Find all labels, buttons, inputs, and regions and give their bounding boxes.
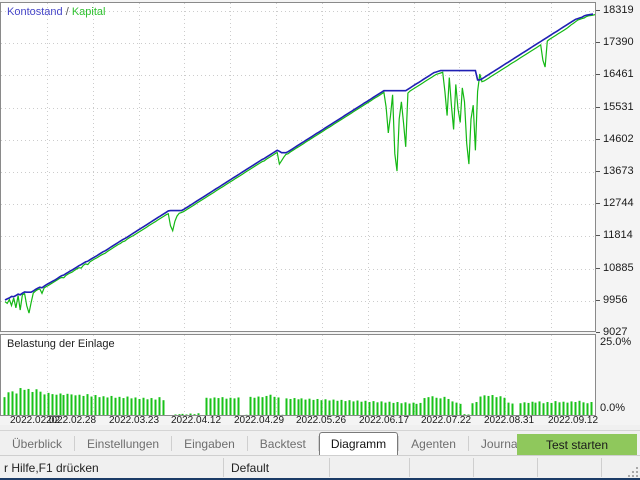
- x-tick-label: 2022.04.29: [234, 415, 285, 426]
- tab-separator: [246, 436, 248, 451]
- tab-backtest[interactable]: Backtest: [259, 436, 306, 451]
- y-tick-label: 9027: [603, 326, 628, 338]
- tab-berblick[interactable]: Überblick: [12, 436, 63, 451]
- y-tick-mark: [596, 268, 600, 269]
- y-tick-mark: [596, 74, 600, 75]
- y-axis: 18319 17390 16461 15531 14602 13673 12744 11814…: [596, 2, 640, 338]
- start-test-button[interactable]: Test starten: [517, 434, 637, 455]
- legend-separator: /: [65, 6, 69, 18]
- load-histogram-svg: [3, 335, 593, 415]
- y-tick-mark: [596, 42, 600, 43]
- tab-einstellungen[interactable]: Einstellungen: [87, 436, 160, 451]
- tab-journal[interactable]: Journal: [480, 436, 521, 451]
- y-tick-mark: [596, 235, 600, 236]
- y-tick-mark: [596, 203, 600, 204]
- x-tick-label: 2022.07.22: [421, 415, 472, 426]
- y-tick-label: 14602: [603, 133, 634, 145]
- tab-separator: [317, 436, 319, 451]
- x-tick-label: 2022.06.17: [359, 415, 410, 426]
- y-tick-label: 16461: [603, 68, 634, 80]
- tab-bar: Überblick Einstellungen Eingaben Backtest Di…: [0, 430, 640, 456]
- status-divider: [537, 458, 538, 477]
- y-tick-mark: [596, 300, 600, 301]
- status-divider: [601, 458, 602, 477]
- y-tick-label: 15531: [603, 101, 634, 113]
- equity-chart-svg: [1, 3, 595, 331]
- load-chart-panel[interactable]: Belastung der Einlage: [0, 334, 596, 416]
- chart-legend: Kontostand / Kapital: [7, 6, 105, 18]
- y-tick-mark: [596, 10, 600, 11]
- y-tick-label: 10885: [603, 262, 634, 274]
- y-tick-mark: [596, 107, 600, 108]
- tab-separator: [467, 436, 469, 451]
- status-divider: [473, 458, 474, 477]
- chart-area: Kontostand / Kapital 18319 17390 16461 1553…: [0, 2, 640, 428]
- load-axis-top-label: 25.0%: [600, 336, 632, 348]
- resize-grip[interactable]: [628, 467, 638, 477]
- load-axis: 25.0% 0.0%: [596, 334, 640, 416]
- x-tick-label: 2022.04.12: [171, 415, 222, 426]
- tab-separator: [398, 436, 400, 451]
- legend-equity-label: Kapital: [71, 6, 106, 18]
- tab-separator: [74, 436, 76, 451]
- y-tick-mark: [596, 139, 600, 140]
- x-tick-label: 2022.08.31: [484, 415, 535, 426]
- y-tick-label: 18319: [603, 4, 634, 16]
- status-divider: [329, 458, 330, 477]
- status-divider: [409, 458, 410, 477]
- y-tick-label: 13673: [603, 165, 634, 177]
- x-axis: 2022.02.02 2022.02.28 2022.03.23 2022.04.12…: [0, 414, 600, 428]
- status-bar: r Hilfe,F1 drücken Default: [0, 455, 640, 479]
- y-tick-label: 11814: [603, 229, 633, 241]
- y-tick-mark: [596, 171, 600, 172]
- tab-list: Überblick Einstellungen Eingaben Backtest Di…: [0, 431, 532, 456]
- status-hint: r Hilfe,F1 drücken: [4, 461, 99, 475]
- load-axis-bottom-label: 0.0%: [600, 402, 626, 414]
- load-panel-title: Belastung der Einlage: [7, 338, 115, 350]
- tab-eingaben[interactable]: Eingaben: [184, 436, 235, 451]
- tab-agenten[interactable]: Agenten: [411, 436, 456, 451]
- y-tick-label: 12744: [603, 197, 634, 209]
- y-tick-label: 17390: [603, 36, 634, 48]
- y-tick-label: 9956: [603, 294, 628, 306]
- status-divider: [223, 458, 224, 477]
- equity-chart-panel[interactable]: Kontostand / Kapital: [0, 2, 596, 332]
- x-tick-label: 2022.09.12: [548, 415, 599, 426]
- tab-diagramm[interactable]: Diagramm: [318, 432, 399, 456]
- x-tick-label: 2022.03.23: [109, 415, 160, 426]
- tab-separator: [171, 436, 173, 451]
- x-tick-label: 2022.05.26: [296, 415, 347, 426]
- y-tick-mark: [596, 332, 600, 333]
- x-tick-label: 2022.02.28: [46, 415, 97, 426]
- x-tick-label: 2022.02.02: [10, 415, 61, 426]
- window-bottom-edge: [0, 478, 640, 480]
- legend-balance-label: Kontostand: [7, 6, 63, 18]
- status-profile: Default: [231, 461, 270, 475]
